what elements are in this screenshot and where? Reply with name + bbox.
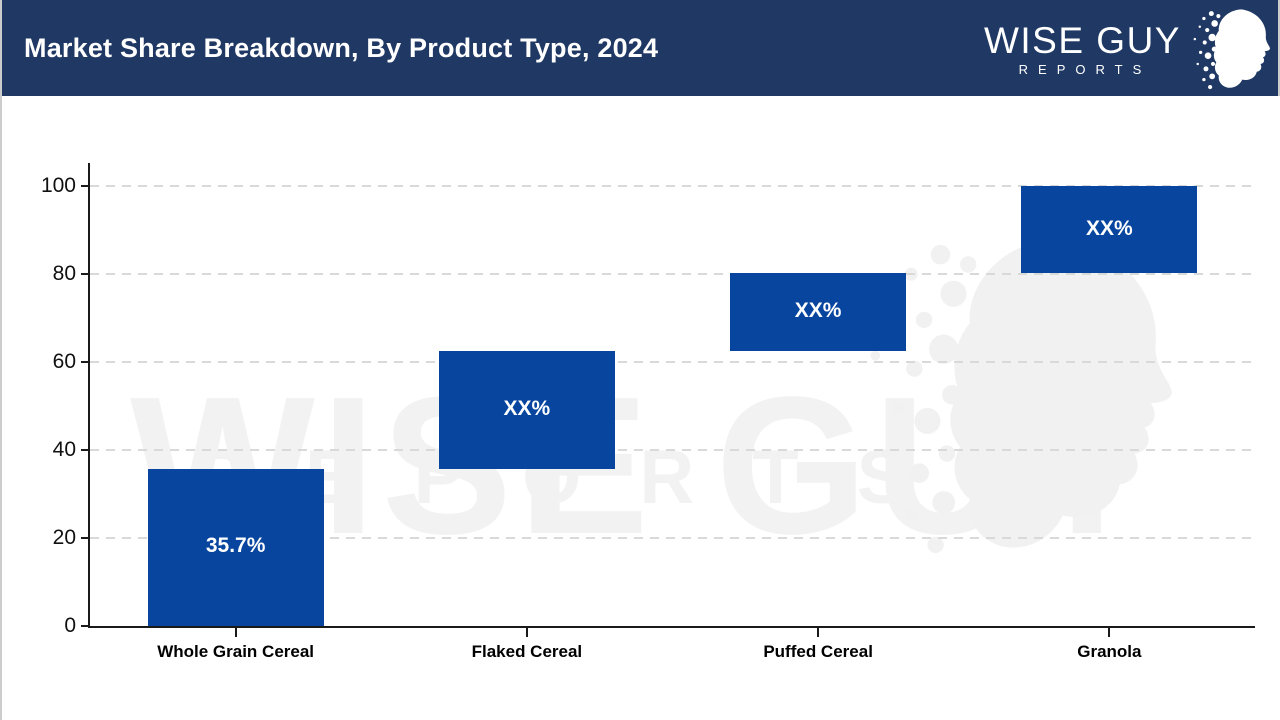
- brand-name-text: WISE GUY: [983, 19, 1181, 61]
- x-category-label-granola: Granola: [1077, 642, 1142, 661]
- gridline-20: [90, 537, 1255, 539]
- y-axis-tick-mark: [81, 625, 90, 627]
- brand-subname-text: REPORTS: [1018, 61, 1152, 77]
- header-bar: Market Share Breakdown, By Product Type,…: [2, 0, 1278, 96]
- x-category-label-flaked-cereal: Flaked Cereal: [471, 642, 583, 661]
- x-category-label-puffed-cereal: Puffed Cereal: [763, 642, 873, 661]
- page-title: Market Share Breakdown, By Product Type,…: [24, 32, 659, 63]
- x-axis-tick-mark: [525, 628, 528, 637]
- brand-logo: WISE GUY REPORTS: [984, 4, 1270, 94]
- y-axis-tick-label: 60: [52, 350, 76, 373]
- gridline-60: [90, 361, 1255, 363]
- y-axis-tick-mark: [81, 449, 90, 451]
- y-axis-tick-label: 0: [64, 614, 76, 637]
- y-axis-tick-label: 100: [40, 174, 76, 197]
- bar-value-label-whole-grain-cereal: 35.7%: [205, 534, 266, 558]
- y-axis-tick-mark: [81, 273, 90, 275]
- x-axis-tick-mark: [1108, 628, 1111, 637]
- x-category-label-whole-grain-cereal: Whole Grain Cereal: [157, 642, 315, 661]
- brand-face-icon: [1193, 8, 1270, 89]
- x-axis-tick-mark: [817, 628, 820, 637]
- bar-puffed-cereal: XX%: [730, 273, 907, 351]
- y-axis-tick-label: 20: [52, 526, 76, 549]
- brand-logo-text: WISE GUY REPORTS: [984, 22, 1181, 77]
- gridline-40: [90, 449, 1255, 451]
- x-axis-line: [88, 626, 1255, 628]
- y-axis-tick-mark: [81, 185, 90, 187]
- bar-granola: XX%: [1021, 186, 1198, 274]
- gridline-100: [90, 185, 1255, 187]
- bar-flaked-cereal: XX%: [438, 351, 615, 469]
- chart-area: WISE GUY REPORTS 0 20 40 60 80 100 35.7% Whole …: [2, 96, 1280, 720]
- bar-value-label-granola: XX%: [1086, 216, 1133, 240]
- x-axis-tick-mark: [234, 628, 237, 637]
- y-axis-line: [88, 163, 90, 628]
- bar-whole-grain-cereal: 35.7%: [147, 468, 324, 626]
- y-axis-tick-label: 40: [52, 438, 76, 461]
- y-axis-tick-mark: [81, 361, 90, 363]
- y-axis-tick-label: 80: [52, 262, 76, 285]
- y-axis-tick-mark: [81, 537, 90, 539]
- bar-value-label-flaked-cereal: XX%: [503, 396, 551, 420]
- gridline-80: [90, 273, 1255, 275]
- bar-value-label-puffed-cereal: XX%: [794, 299, 842, 323]
